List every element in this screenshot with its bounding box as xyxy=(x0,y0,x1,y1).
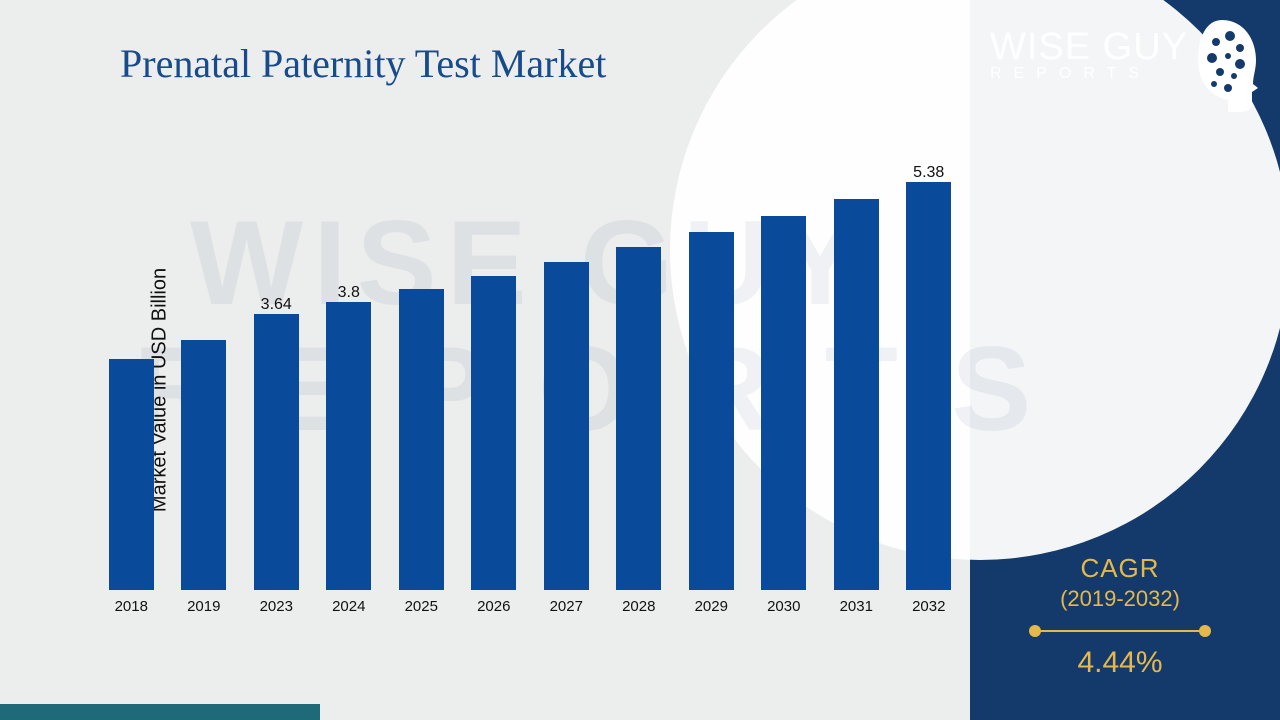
bar-rect xyxy=(254,314,299,590)
x-tick-label: 2023 xyxy=(260,598,293,615)
x-tick-label: 2030 xyxy=(767,598,800,615)
bar-rect xyxy=(761,216,806,590)
bar-chart: Market Value in USD Billion 201820193.64… xyxy=(80,150,960,630)
logo-head-icon xyxy=(1180,16,1260,116)
bar-2024: 3.82024 xyxy=(322,150,377,590)
x-tick-label: 2028 xyxy=(622,598,655,615)
bar-rect xyxy=(689,232,734,590)
bar-rect xyxy=(109,359,154,590)
bar-rect xyxy=(616,247,661,590)
bar-rect xyxy=(834,199,879,590)
bar-2026: 2026 xyxy=(467,150,522,590)
x-tick-label: 2026 xyxy=(477,598,510,615)
bar-2029: 2029 xyxy=(684,150,739,590)
x-tick-label: 2027 xyxy=(550,598,583,615)
bar-2025: 2025 xyxy=(394,150,449,590)
bar-rect xyxy=(399,289,444,590)
bar-2018: 2018 xyxy=(104,150,159,590)
chart-title: Prenatal Paternity Test Market xyxy=(120,40,606,87)
bottom-accent-strip xyxy=(0,704,320,720)
bar-2030: 2030 xyxy=(757,150,812,590)
infographic-canvas: WISE GUY R E P O R T S Prenatal Paternit… xyxy=(0,0,1280,720)
x-tick-label: 2024 xyxy=(332,598,365,615)
bar-value-label: 5.38 xyxy=(913,164,944,182)
bar-rect xyxy=(181,340,226,590)
bar-2028: 2028 xyxy=(612,150,667,590)
bar-2023: 3.642023 xyxy=(249,150,304,590)
x-tick-label: 2031 xyxy=(840,598,873,615)
bar-2027: 2027 xyxy=(539,150,594,590)
cagr-block: CAGR (2019-2032) 4.44% xyxy=(1020,553,1220,680)
bar-value-label: 3.8 xyxy=(338,284,360,302)
brand-logo: WISE GUY REPORTS xyxy=(990,26,1250,116)
bar-rect xyxy=(906,182,951,590)
x-tick-label: 2018 xyxy=(115,598,148,615)
cagr-title: CAGR xyxy=(1020,553,1220,584)
cagr-value: 4.44% xyxy=(1020,646,1220,680)
cagr-range: (2019-2032) xyxy=(1020,586,1220,612)
x-tick-label: 2029 xyxy=(695,598,728,615)
bar-rect xyxy=(471,276,516,590)
bar-rect xyxy=(326,302,371,590)
bar-2031: 2031 xyxy=(829,150,884,590)
x-tick-label: 2025 xyxy=(405,598,438,615)
bar-2032: 5.382032 xyxy=(902,150,957,590)
cagr-divider xyxy=(1035,630,1205,632)
x-tick-label: 2019 xyxy=(187,598,220,615)
x-tick-label: 2032 xyxy=(912,598,945,615)
bar-rect xyxy=(544,262,589,590)
chart-plot-area: 2018 2019 3.642023 3.82024 2025 2026 2027 2028 2… xyxy=(100,150,960,590)
bar-value-label: 3.64 xyxy=(261,296,292,314)
bar-2019: 2019 xyxy=(177,150,232,590)
